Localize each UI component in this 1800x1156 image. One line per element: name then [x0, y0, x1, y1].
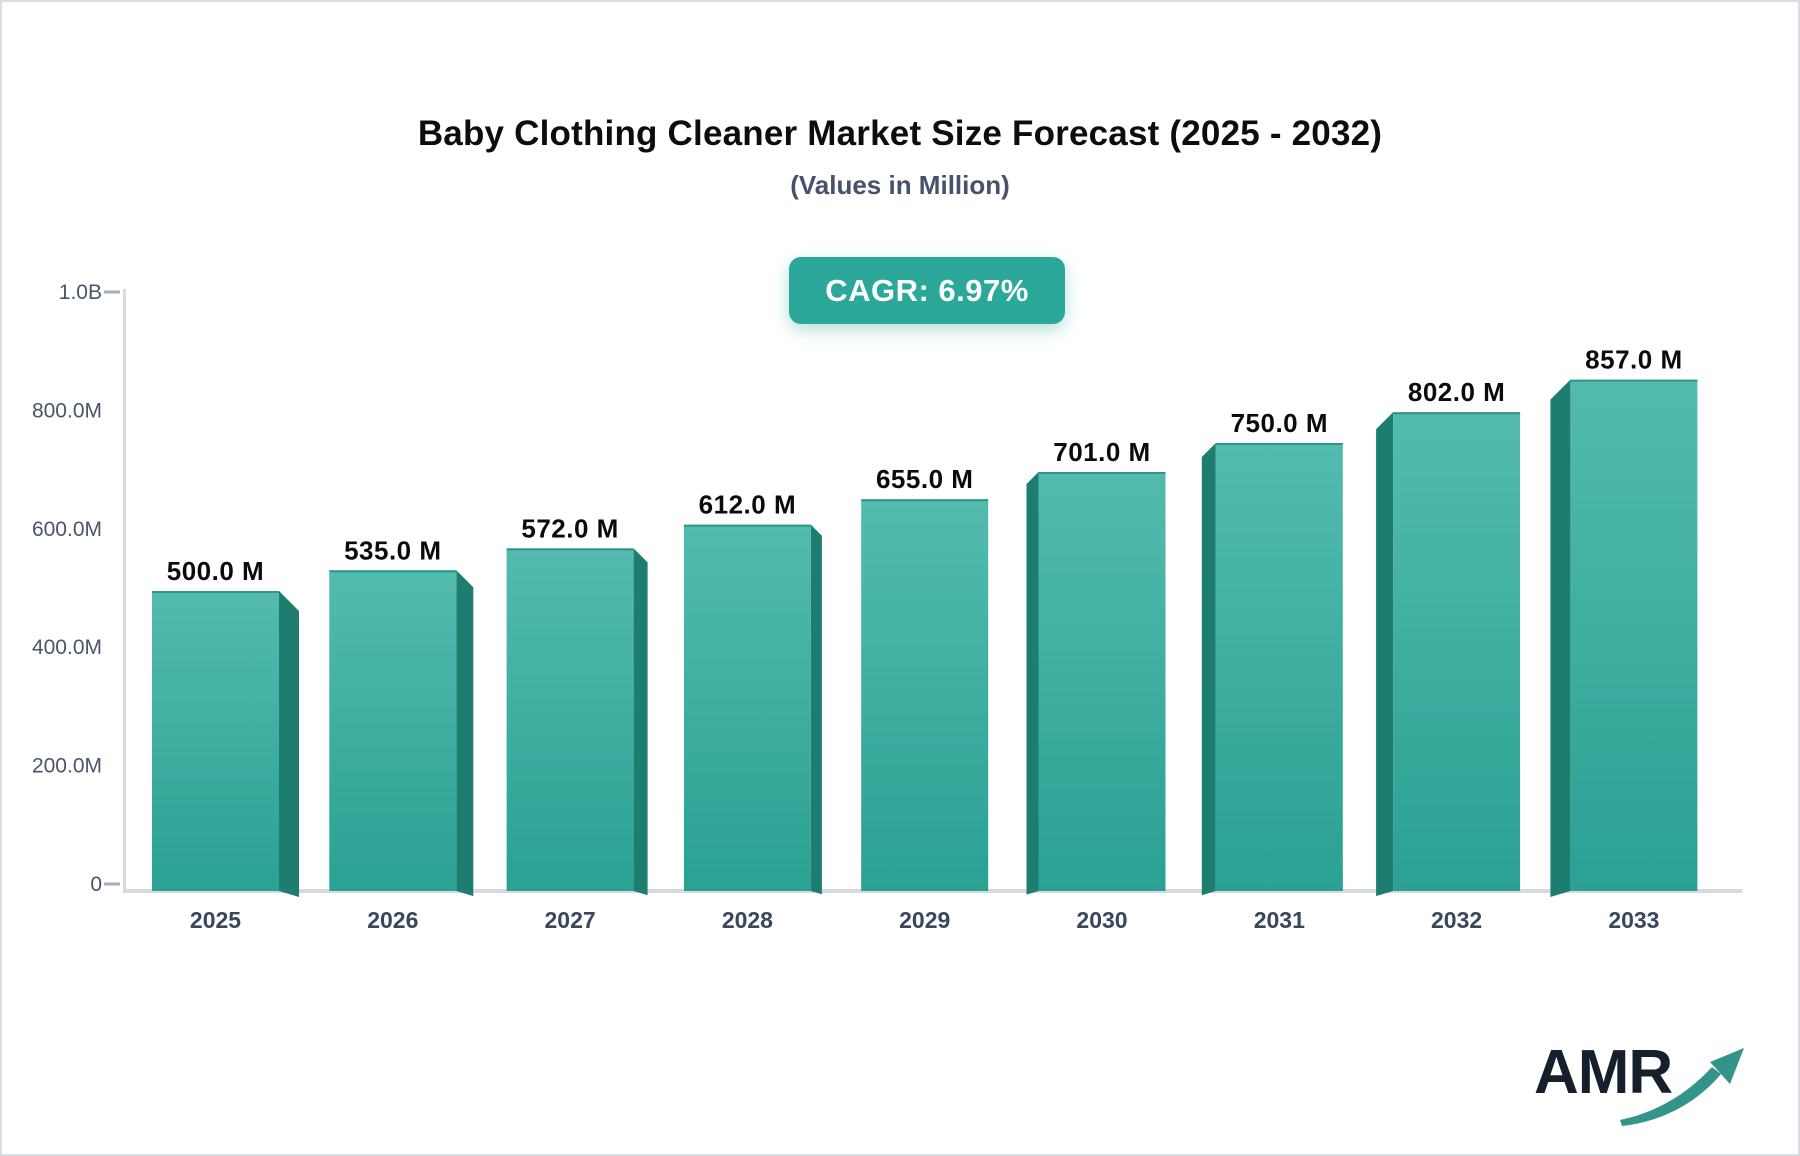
- cagr-badge: CAGR: 6.97%: [789, 257, 1065, 324]
- bar-value-label: 535.0 M: [344, 535, 441, 565]
- x-axis-label-2030: 2030: [1076, 907, 1127, 933]
- y-tick-label: 200.0M: [32, 755, 102, 778]
- y-tick-label: 400.0M: [32, 636, 102, 659]
- x-axis-label-2026: 2026: [367, 907, 418, 933]
- growth-arrow-icon: [1620, 1048, 1744, 1126]
- bar-top-edge: [1393, 412, 1521, 415]
- bar-value-label: 612.0 M: [699, 490, 796, 520]
- y-tick-label: 1.0B: [59, 281, 102, 304]
- bar-top-edge: [152, 591, 279, 593]
- x-axis-label-2031: 2031: [1254, 907, 1305, 933]
- y-tick-dash: [104, 882, 120, 886]
- bar-side-2026: [456, 570, 474, 897]
- x-axis-label-2029: 2029: [899, 907, 950, 933]
- bar-side-2028: [810, 524, 822, 895]
- chart-title: Baby Clothing Cleaner Market Size Foreca…: [417, 114, 1383, 153]
- x-axis-label-2032: 2032: [1431, 907, 1482, 933]
- bar-2028: [683, 524, 811, 891]
- bar-side-2027: [633, 548, 648, 896]
- x-axis-label-2033: 2033: [1608, 907, 1659, 933]
- x-axis-label-2028: 2028: [722, 907, 773, 933]
- bar-2031: [1215, 443, 1343, 891]
- y-axis-line: [123, 289, 126, 893]
- bar-top-edge: [683, 524, 811, 527]
- bar-2026: [329, 570, 457, 891]
- x-axis-label-2027: 2027: [545, 907, 596, 933]
- y-tick-label: 0: [90, 873, 102, 896]
- bar-side-2033: [1550, 379, 1571, 897]
- bar-side-2025: [279, 591, 299, 897]
- bar-value-label: 802.0 M: [1408, 377, 1505, 407]
- bar-value-label: 701.0 M: [1053, 437, 1150, 467]
- bar-top-edge: [506, 548, 634, 551]
- brand-logo: AMR: [1530, 1024, 1760, 1134]
- bar-2033: [1570, 379, 1698, 891]
- bar-value-label: 750.0 M: [1231, 408, 1328, 438]
- bar-top-edge: [1038, 472, 1166, 475]
- labels: 1.0B 800.0M 600.0M 400.0M 200.0M 0 500.0 M 2025…: [32, 281, 1682, 933]
- bar-2029: [861, 499, 989, 891]
- chart-subtitle: (Values in Million): [790, 170, 1010, 200]
- bar-2030: [1038, 472, 1166, 891]
- bar-2032: [1393, 412, 1521, 891]
- bar-value-label: 500.0 M: [167, 556, 264, 586]
- y-tick-dash: [104, 290, 120, 294]
- bar-side-2032: [1376, 412, 1394, 897]
- bar-2025: [152, 591, 279, 891]
- bar-top-edge: [1215, 443, 1343, 445]
- bar-value-label: 655.0 M: [876, 464, 973, 494]
- brand-logo-text: AMR: [1534, 1038, 1673, 1107]
- bar-side-2030: [1026, 472, 1039, 895]
- bar-2027: [506, 548, 634, 891]
- bar-top-edge: [329, 570, 457, 573]
- x-axis-label-2025: 2025: [190, 907, 241, 933]
- bar-value-label: 857.0 M: [1585, 345, 1682, 375]
- y-tick-label: 800.0M: [32, 399, 102, 422]
- bar-top-edge: [861, 499, 989, 502]
- bar-series: [152, 379, 1698, 897]
- bar-side-2031: [1201, 443, 1216, 896]
- cagr-badge-label: CAGR: 6.97%: [825, 272, 1029, 308]
- bar-value-label: 572.0 M: [521, 513, 618, 543]
- bar-top-edge: [1570, 379, 1698, 382]
- y-tick-label: 600.0M: [32, 518, 102, 541]
